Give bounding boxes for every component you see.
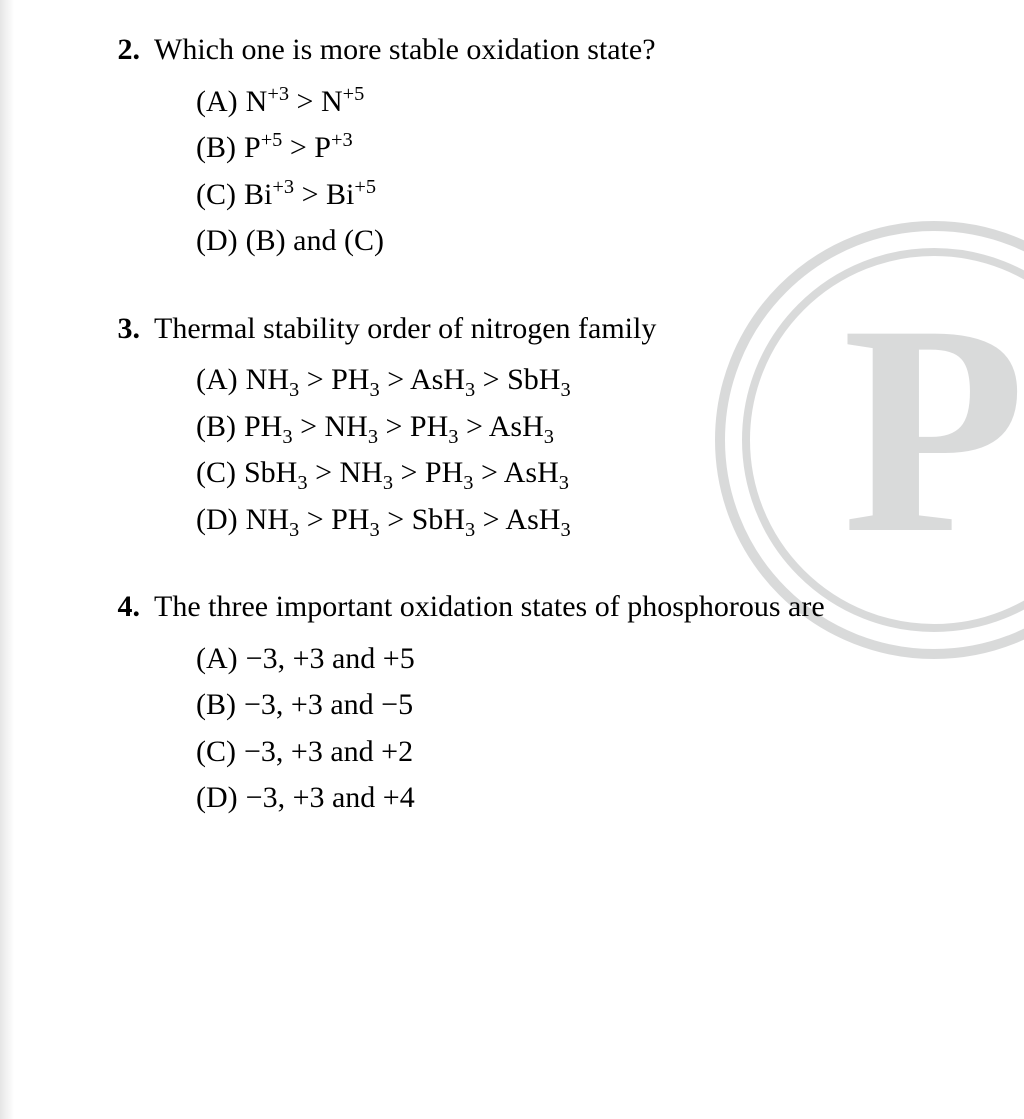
option-content: Bi+3 > Bi+5 — [244, 172, 376, 219]
option-c: (C) −3, +3 and +2 — [196, 729, 964, 776]
option-d: (D) (B) and (C) — [196, 218, 964, 265]
option-b: (B) PH3 > NH3 > PH3 > AsH3 — [196, 404, 964, 451]
option-d: (D) NH3 > PH3 > SbH3 > AsH3 — [196, 497, 964, 544]
option-a: (A) N+3 > N+5 — [196, 79, 964, 126]
option-content: −3, +3 and +4 — [246, 775, 415, 822]
question-text: Which one is more stable oxidation state… — [154, 30, 656, 71]
option-a: (A) −3, +3 and +5 — [196, 636, 964, 683]
option-label: (A) — [196, 79, 238, 126]
option-content: −3, +3 and −5 — [244, 682, 413, 729]
option-d: (D) −3, +3 and +4 — [196, 775, 964, 822]
question-number: 4. — [90, 590, 154, 624]
option-content: −3, +3 and +2 — [244, 729, 413, 776]
option-content: SbH3 > NH3 > PH3 > AsH3 — [244, 450, 569, 497]
question-4: 4. The three important oxidation states … — [90, 587, 964, 822]
option-label: (B) — [196, 682, 236, 729]
option-content: (B) and (C) — [246, 218, 384, 265]
option-label: (A) — [196, 357, 238, 404]
question-3: 3. Thermal stability order of nitrogen f… — [90, 309, 964, 544]
option-label: (C) — [196, 450, 236, 497]
option-label: (C) — [196, 172, 236, 219]
option-label: (B) — [196, 125, 236, 172]
question-2-options: (A) N+3 > N+5 (B) P+5 > P+3 (C) Bi+3 > B… — [196, 79, 964, 265]
option-label: (B) — [196, 404, 236, 451]
option-c: (C) SbH3 > NH3 > PH3 > AsH3 — [196, 450, 964, 497]
option-content: PH3 > NH3 > PH3 > AsH3 — [244, 404, 554, 451]
option-content: −3, +3 and +5 — [246, 636, 415, 683]
question-text: Thermal stability order of nitrogen fami… — [154, 309, 656, 350]
question-number: 3. — [90, 312, 154, 346]
option-b: (B) −3, +3 and −5 — [196, 682, 964, 729]
option-a: (A) NH3 > PH3 > AsH3 > SbH3 — [196, 357, 964, 404]
question-3-options: (A) NH3 > PH3 > AsH3 > SbH3 (B) PH3 > NH… — [196, 357, 964, 543]
option-label: (D) — [196, 218, 238, 265]
option-content: NH3 > PH3 > AsH3 > SbH3 — [246, 357, 571, 404]
option-content: P+5 > P+3 — [244, 125, 353, 172]
option-content: N+3 > N+5 — [246, 79, 365, 126]
option-label: (D) — [196, 497, 238, 544]
question-4-options: (A) −3, +3 and +5 (B) −3, +3 and −5 (C) … — [196, 636, 964, 822]
page-content: 2. Which one is more stable oxidation st… — [0, 0, 1024, 906]
option-c: (C) Bi+3 > Bi+5 — [196, 172, 964, 219]
option-label: (A) — [196, 636, 238, 683]
question-text: The three important oxidation states of … — [154, 587, 825, 628]
question-number: 2. — [90, 33, 154, 67]
question-2: 2. Which one is more stable oxidation st… — [90, 30, 964, 265]
option-content: NH3 > PH3 > SbH3 > AsH3 — [246, 497, 571, 544]
option-label: (D) — [196, 775, 238, 822]
option-b: (B) P+5 > P+3 — [196, 125, 964, 172]
option-label: (C) — [196, 729, 236, 776]
